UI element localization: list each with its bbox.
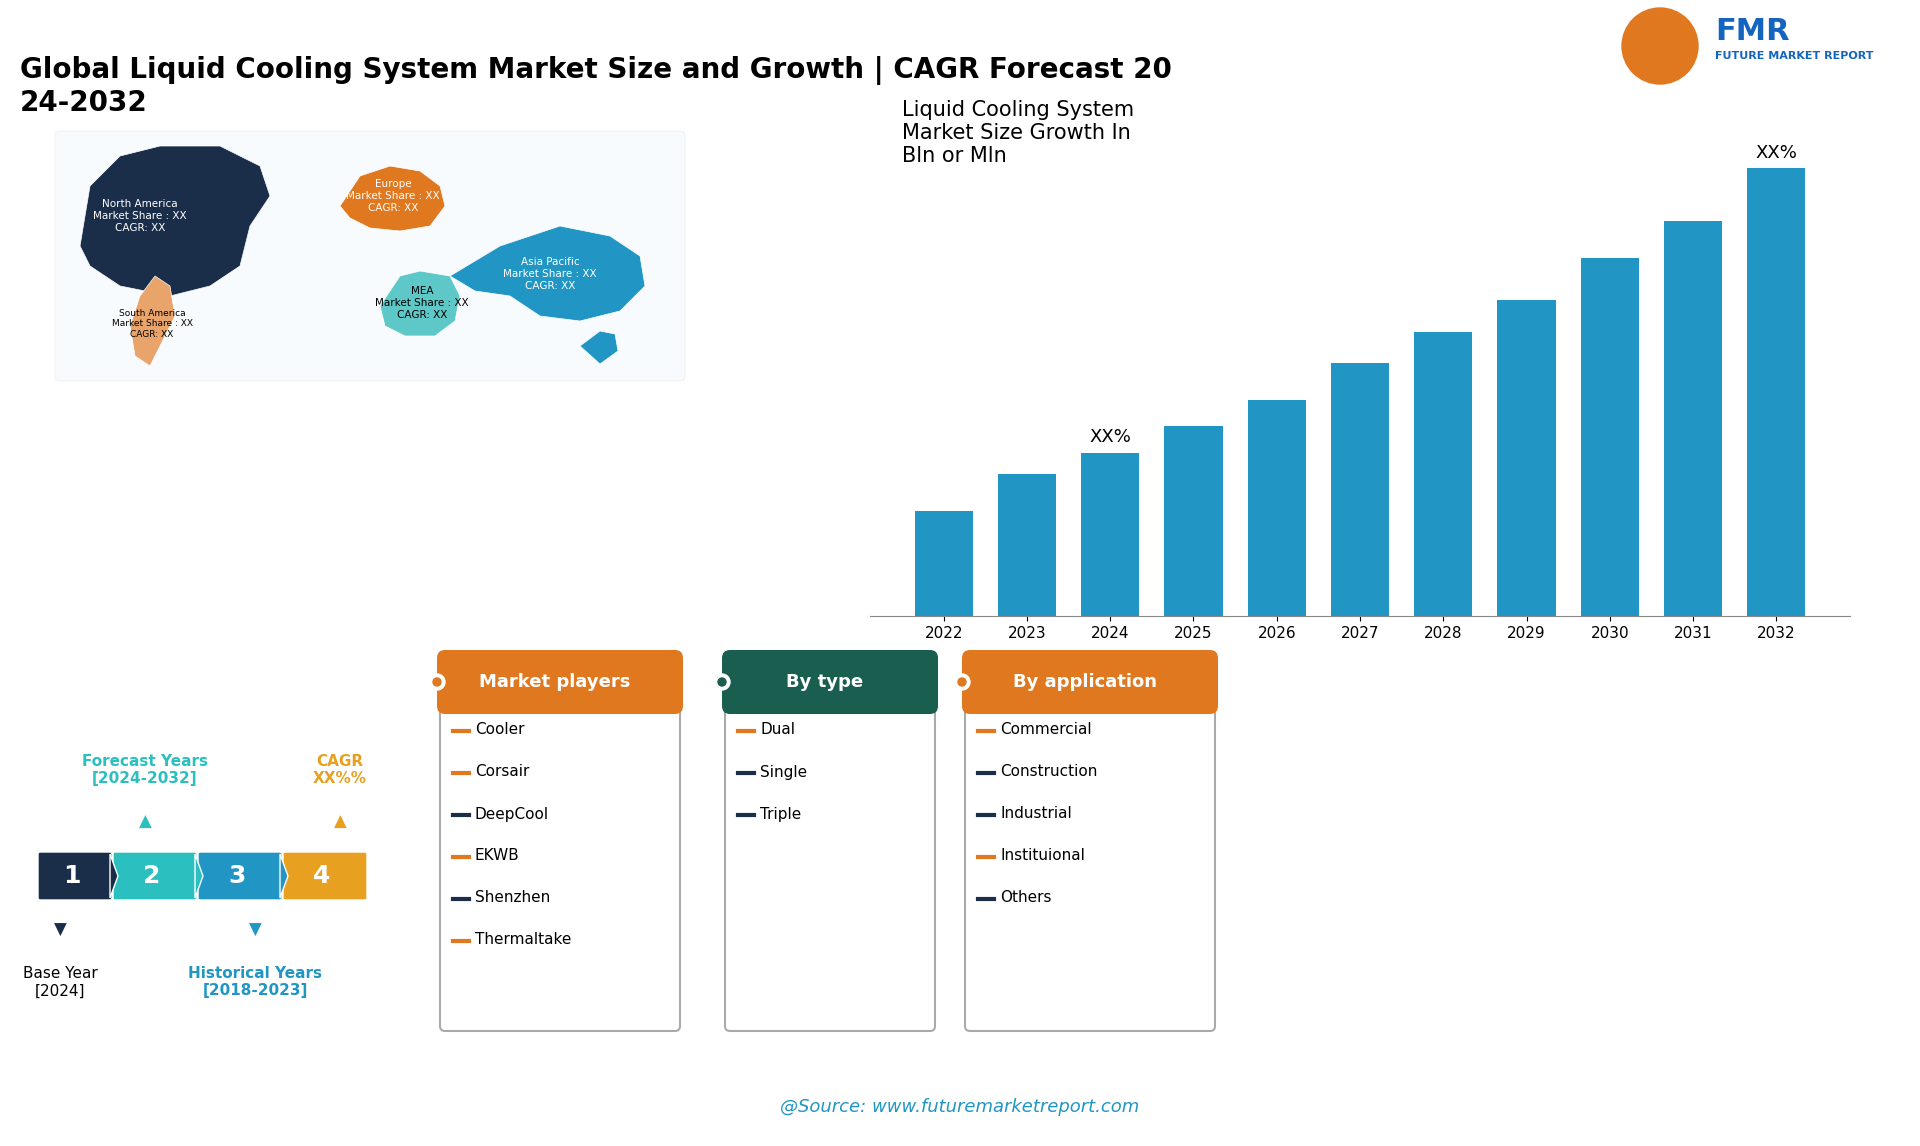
Text: Corsair: Corsair <box>474 764 530 779</box>
FancyArrow shape <box>280 854 288 898</box>
FancyBboxPatch shape <box>438 650 684 714</box>
Text: Others: Others <box>1000 890 1052 905</box>
Circle shape <box>428 674 445 690</box>
Text: Shenzhen: Shenzhen <box>474 890 551 905</box>
FancyBboxPatch shape <box>56 131 685 380</box>
Bar <box>1331 363 1390 617</box>
Bar <box>914 511 973 617</box>
Bar <box>1747 168 1805 617</box>
Bar <box>1415 331 1473 617</box>
Text: Industrial: Industrial <box>1000 807 1071 822</box>
FancyBboxPatch shape <box>962 650 1217 714</box>
Text: DeepCool: DeepCool <box>474 807 549 822</box>
Text: Thermaltake: Thermaltake <box>474 933 572 948</box>
Text: Forecast Years
[2024-2032]: Forecast Years [2024-2032] <box>83 754 207 786</box>
Bar <box>1498 300 1555 617</box>
Text: South America
Market Share : XX
CAGR: XX: South America Market Share : XX CAGR: XX <box>111 309 192 339</box>
Text: ▼: ▼ <box>248 921 261 939</box>
Circle shape <box>434 678 442 686</box>
Text: Base Year
[2024]: Base Year [2024] <box>23 966 98 998</box>
Text: ▼: ▼ <box>54 921 67 939</box>
Circle shape <box>1622 8 1697 84</box>
Polygon shape <box>81 146 271 296</box>
FancyBboxPatch shape <box>113 851 198 900</box>
Text: FMR: FMR <box>1715 16 1789 46</box>
Text: EKWB: EKWB <box>474 848 520 863</box>
FancyArrow shape <box>109 854 117 898</box>
Text: 2: 2 <box>144 864 161 888</box>
Circle shape <box>718 678 726 686</box>
Bar <box>1164 426 1223 617</box>
Text: North America
Market Share : XX
CAGR: XX: North America Market Share : XX CAGR: XX <box>94 199 186 233</box>
Polygon shape <box>449 226 645 321</box>
FancyBboxPatch shape <box>440 701 680 1031</box>
Text: Instituional: Instituional <box>1000 848 1085 863</box>
Text: 1: 1 <box>63 864 81 888</box>
Text: Asia Pacific
Market Share : XX
CAGR: XX: Asia Pacific Market Share : XX CAGR: XX <box>503 258 597 291</box>
Text: @Source: www.futuremarketreport.com: @Source: www.futuremarketreport.com <box>780 1098 1140 1116</box>
Text: Europe
Market Share : XX
CAGR: XX: Europe Market Share : XX CAGR: XX <box>346 180 440 213</box>
Text: Commercial: Commercial <box>1000 722 1092 738</box>
Text: ▲: ▲ <box>334 813 346 831</box>
Text: ▲: ▲ <box>138 813 152 831</box>
Text: By type: By type <box>787 673 864 691</box>
Polygon shape <box>340 166 445 231</box>
FancyBboxPatch shape <box>722 650 939 714</box>
Circle shape <box>714 674 730 690</box>
FancyBboxPatch shape <box>198 851 282 900</box>
FancyArrow shape <box>196 854 204 898</box>
Text: Market players: Market players <box>480 673 630 691</box>
Text: CAGR
XX%%: CAGR XX%% <box>313 754 367 786</box>
Text: By application: By application <box>1014 673 1158 691</box>
Polygon shape <box>380 270 461 336</box>
Text: Single: Single <box>760 764 806 779</box>
FancyBboxPatch shape <box>38 851 111 900</box>
Text: XX%: XX% <box>1755 144 1797 162</box>
Text: Historical Years
[2018-2023]: Historical Years [2018-2023] <box>188 966 323 998</box>
Text: XX%: XX% <box>1089 429 1131 447</box>
Bar <box>998 473 1056 617</box>
Bar <box>1580 258 1640 617</box>
Text: Dual: Dual <box>760 722 795 738</box>
Text: Global Liquid Cooling System Market Size and Growth | CAGR Forecast 20
24-2032: Global Liquid Cooling System Market Size… <box>19 56 1171 117</box>
Text: 4: 4 <box>313 864 330 888</box>
FancyBboxPatch shape <box>966 701 1215 1031</box>
Polygon shape <box>131 276 175 366</box>
Bar <box>1248 400 1306 617</box>
FancyBboxPatch shape <box>726 701 935 1031</box>
Text: FUTURE MARKET REPORT: FUTURE MARKET REPORT <box>1715 52 1874 61</box>
FancyBboxPatch shape <box>282 851 367 900</box>
Text: Construction: Construction <box>1000 764 1098 779</box>
Text: 3: 3 <box>228 864 246 888</box>
Text: MEA
Market Share : XX
CAGR: XX: MEA Market Share : XX CAGR: XX <box>374 286 468 320</box>
Bar <box>1665 221 1722 617</box>
Text: Triple: Triple <box>760 807 801 822</box>
Text: Cooler: Cooler <box>474 722 524 738</box>
Bar <box>1081 453 1139 617</box>
Polygon shape <box>580 331 618 364</box>
Circle shape <box>958 678 966 686</box>
Text: Liquid Cooling System
Market Size Growth In
Bln or Mln: Liquid Cooling System Market Size Growth… <box>902 100 1135 166</box>
Circle shape <box>954 674 970 690</box>
